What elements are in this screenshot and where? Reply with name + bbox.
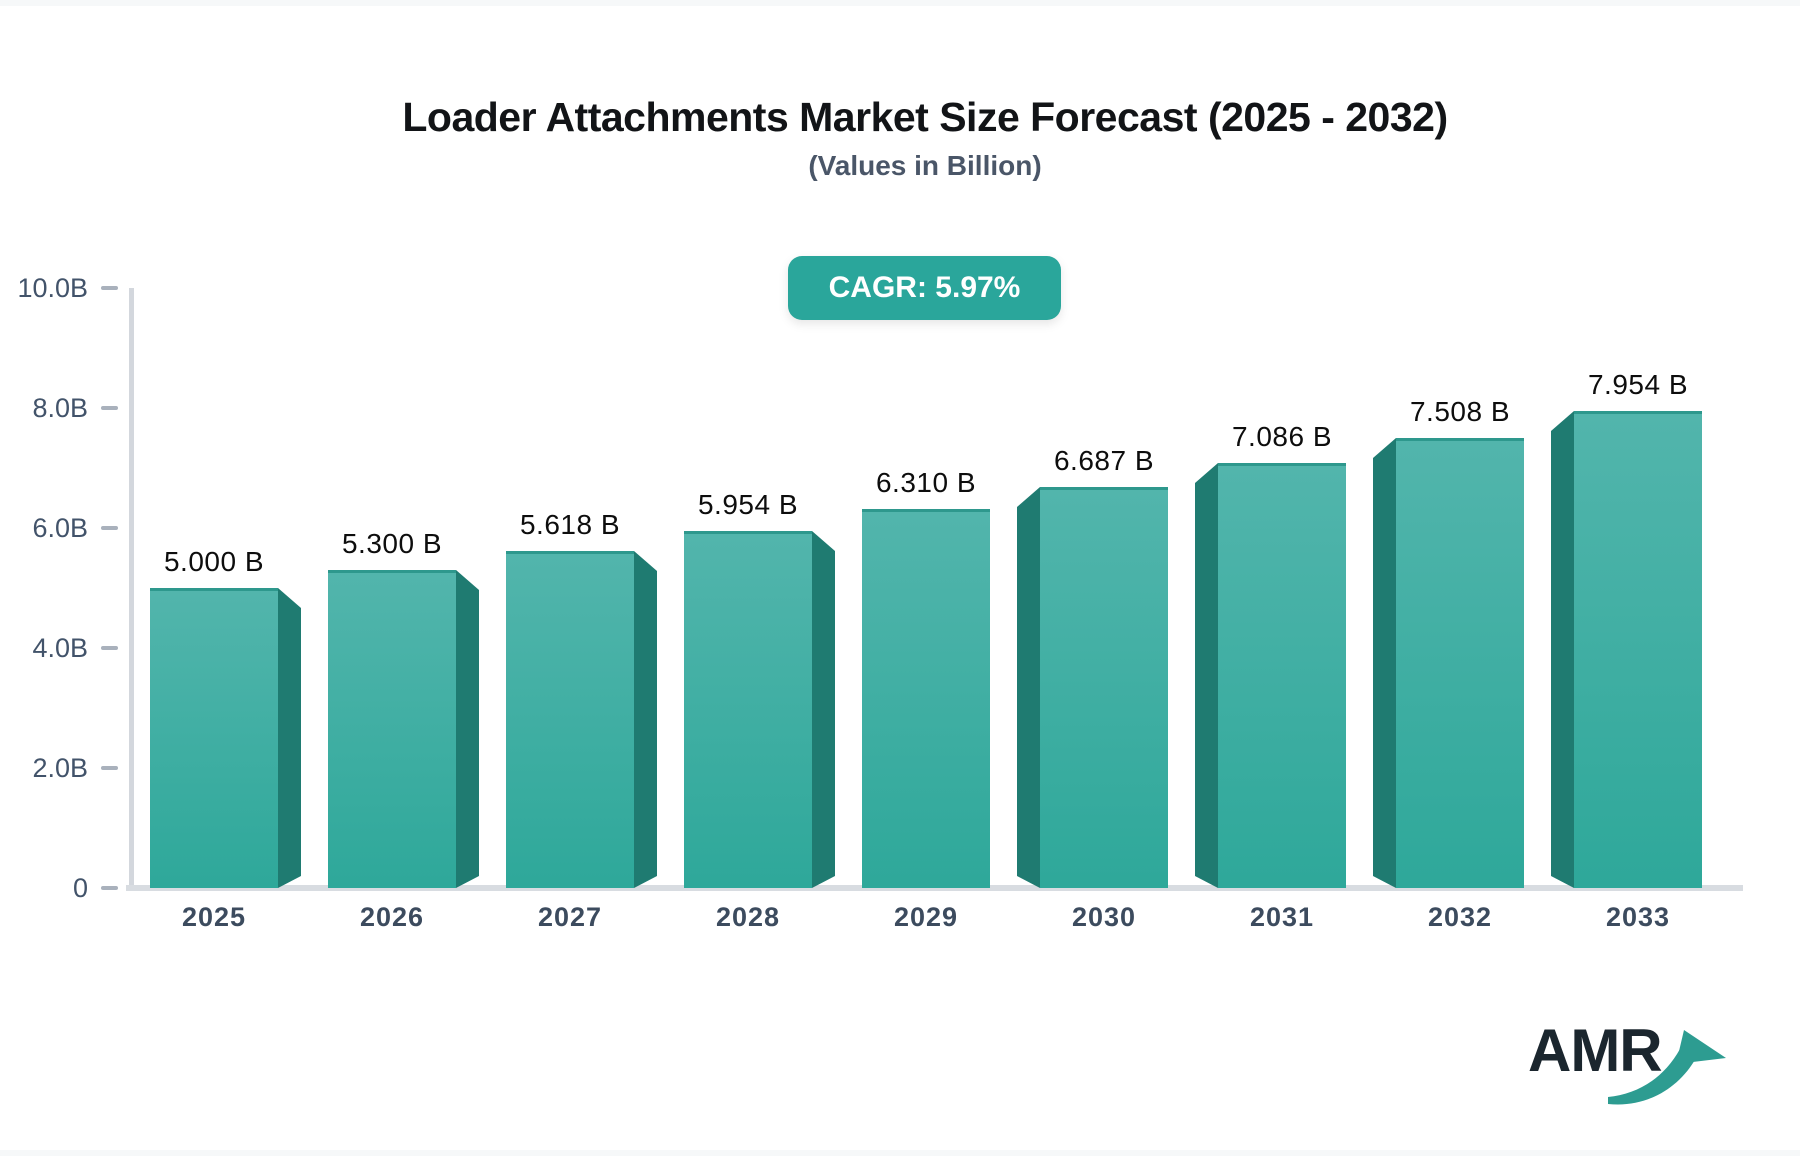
bar [1218, 463, 1346, 888]
y-tick-dash [101, 646, 118, 650]
x-tick-label: 2026 [359, 902, 425, 932]
bar [1396, 438, 1524, 888]
top-border-strip [0, 0, 1800, 6]
bar-side-shadow [634, 551, 657, 888]
y-tick-dash [101, 766, 118, 770]
x-tick-label: 2032 [1427, 902, 1493, 932]
x-tick-label: 2029 [893, 902, 959, 932]
bar-value-label: 6.687 B [1053, 445, 1155, 476]
bar-side-shadow [1017, 487, 1040, 888]
y-tick-dash [101, 286, 118, 290]
bar-side-shadow [1195, 463, 1218, 888]
x-tick-label: 2033 [1605, 902, 1671, 932]
x-tick-label: 2027 [537, 902, 603, 932]
y-tick-label: 10.0B [17, 273, 88, 303]
bar-value-label: 5.618 B [519, 509, 621, 540]
bar-value-label: 5.954 B [697, 489, 799, 520]
bar-side-shadow [812, 531, 835, 888]
y-tick-dash [101, 406, 118, 410]
y-tick-label: 2.0B [32, 753, 88, 783]
bar [328, 570, 456, 888]
y-tick-label: 8.0B [32, 393, 88, 423]
bar-side-shadow [278, 588, 301, 888]
x-axis-baseline [126, 885, 1743, 891]
bar [862, 509, 990, 888]
chart-subtitle: (Values in Billion) [808, 150, 1042, 181]
x-tick-label: 2030 [1071, 902, 1137, 932]
amr-logo: AMR [1528, 1008, 1748, 1118]
y-tick-dash [101, 886, 118, 890]
y-axis-line [129, 288, 134, 891]
bar [506, 551, 634, 888]
amr-logo-text: AMR [1528, 1017, 1663, 1084]
bar-value-label: 7.954 B [1587, 369, 1689, 400]
bar-side-shadow [1551, 411, 1574, 888]
y-tick-dash [101, 526, 118, 530]
y-tick-label: 4.0B [32, 633, 88, 663]
bar [1040, 487, 1168, 888]
bar-value-label: 5.000 B [163, 546, 265, 577]
bar-value-label: 7.086 B [1231, 421, 1333, 452]
x-tick-label: 2031 [1249, 902, 1315, 932]
bar-value-label: 5.300 B [341, 528, 443, 559]
bar [150, 588, 278, 888]
x-tick-label: 2028 [715, 902, 781, 932]
chart-title: Loader Attachments Market Size Forecast … [402, 94, 1448, 140]
bar-value-label: 6.310 B [875, 467, 977, 498]
bar-value-label: 7.508 B [1409, 396, 1511, 427]
bar [1574, 411, 1702, 888]
growth-arrow-icon [1608, 1030, 1726, 1105]
bar-side-shadow [1373, 438, 1396, 888]
bar-side-shadow [456, 570, 479, 888]
x-tick-label: 2025 [181, 902, 247, 932]
bottom-border-strip [0, 1150, 1800, 1156]
bar [684, 531, 812, 888]
cagr-badge-label: CAGR: 5.97% [828, 271, 1021, 304]
cagr-badge: CAGR: 5.97% [788, 256, 1061, 320]
y-tick-label: 6.0B [32, 513, 88, 543]
y-tick-label: 0 [72, 873, 88, 903]
